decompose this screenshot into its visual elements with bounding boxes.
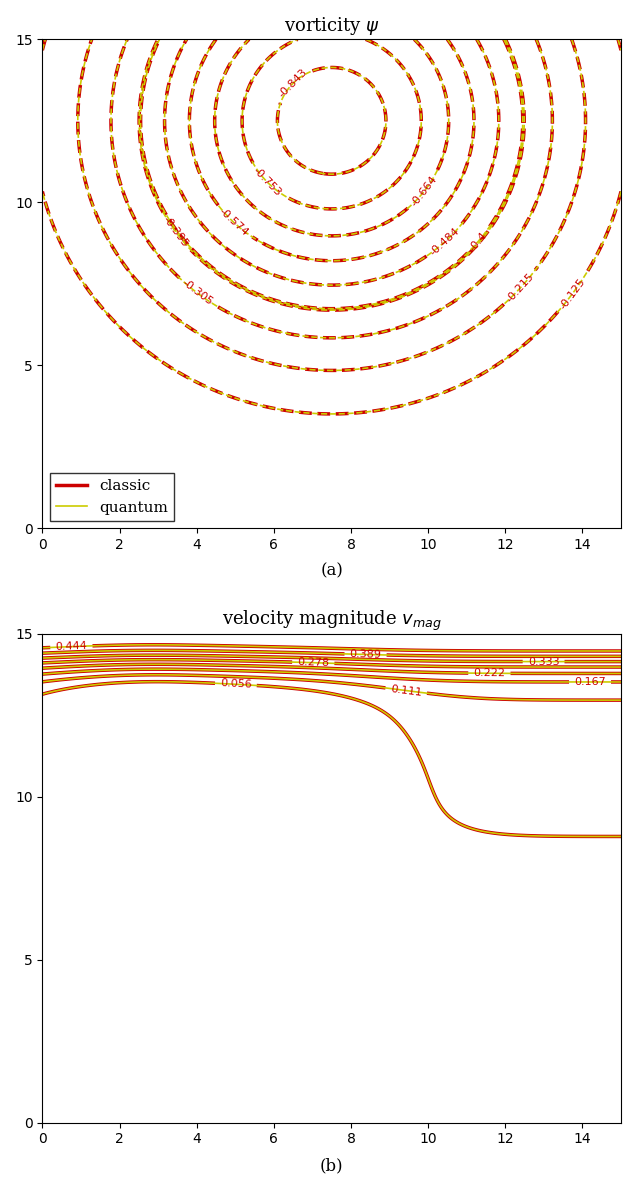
Text: 0.167: 0.167: [574, 677, 606, 687]
Text: -0.843: -0.843: [277, 67, 309, 99]
Text: (a): (a): [321, 562, 343, 580]
Text: 0.222: 0.222: [473, 669, 506, 678]
Text: 0.333: 0.333: [528, 657, 560, 666]
Text: -0.574: -0.574: [218, 207, 251, 238]
Text: -0.395: -0.395: [162, 215, 191, 250]
Text: 0.444: 0.444: [55, 641, 88, 652]
Text: -0.484: -0.484: [428, 226, 462, 257]
Text: -0.664: -0.664: [409, 175, 439, 208]
Text: 0.056: 0.056: [220, 678, 252, 690]
Text: 0.389: 0.389: [349, 649, 382, 660]
Title: velocity magnitude $v_{mag}$: velocity magnitude $v_{mag}$: [222, 609, 441, 634]
Text: (b): (b): [320, 1157, 343, 1174]
Text: 0.278: 0.278: [297, 657, 329, 669]
Text: -0.215: -0.215: [504, 271, 536, 305]
Text: -0.125: -0.125: [558, 276, 587, 311]
Text: 0.111: 0.111: [390, 684, 422, 697]
Legend: classic, quantum: classic, quantum: [50, 472, 174, 520]
Text: -0.305: -0.305: [180, 277, 214, 307]
Text: -0.4: -0.4: [467, 231, 488, 254]
Text: -0.753: -0.753: [251, 165, 283, 199]
Title: vorticity $\psi$: vorticity $\psi$: [284, 16, 380, 37]
